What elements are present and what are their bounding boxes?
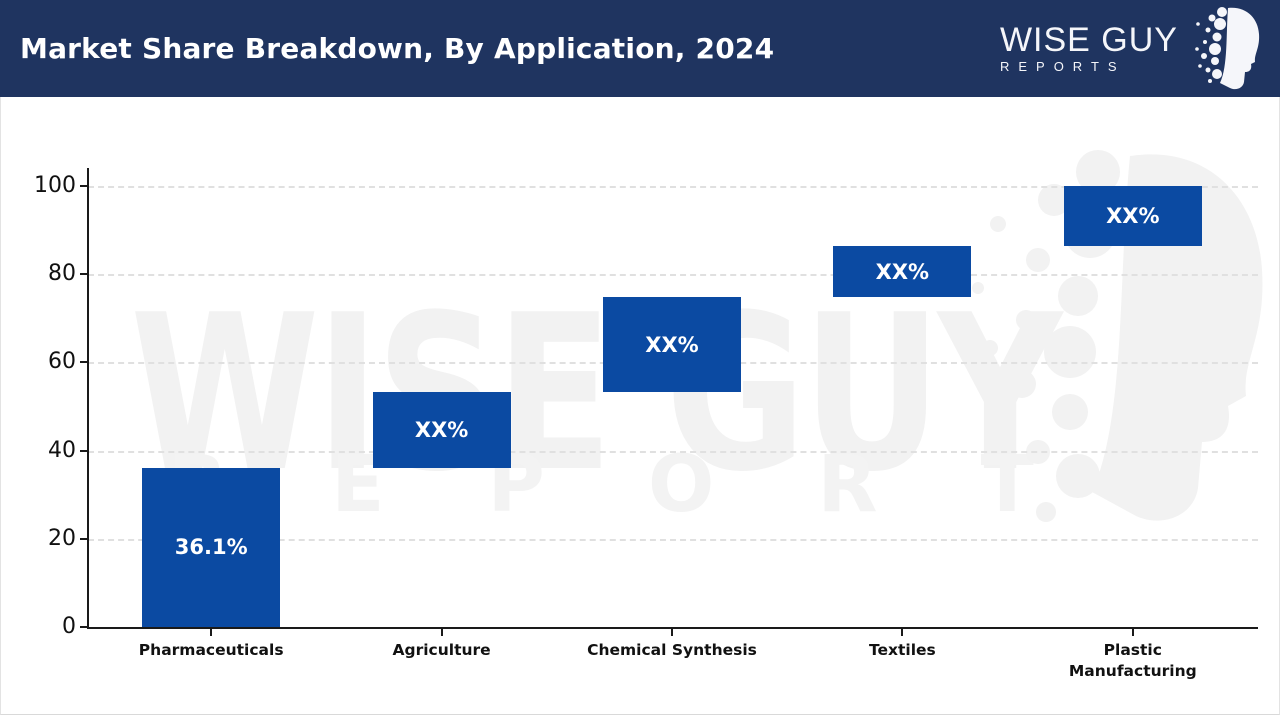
- x-tick-label-4: Plastic Manufacturing: [1068, 641, 1197, 680]
- x-axis-tick-labels: Pharmaceuticals Agriculture Chemical Synth…: [96, 640, 1248, 700]
- bar-chemical-synthesis: XX%: [603, 297, 741, 392]
- y-tick-label-40: 40: [48, 437, 76, 463]
- x-tick-mark-1: [440, 629, 443, 636]
- bar-pharmaceuticals: 36.1%: [142, 467, 281, 627]
- x-tick-mark-4: [1131, 629, 1134, 636]
- x-tick-label-1: Agriculture: [392, 641, 491, 659]
- gridline-80: [88, 274, 1258, 277]
- bar-value-label: XX%: [875, 259, 930, 284]
- y-tick-label-80: 80: [48, 261, 76, 287]
- y-tick-label-60: 60: [48, 349, 76, 375]
- y-tick-label-0: 0: [62, 614, 76, 639]
- gridline-100: [88, 186, 1258, 188]
- y-axis-line: [87, 168, 89, 629]
- logo-wordmark: WISE GUY: [999, 20, 1178, 59]
- y-tick-mark-0: [80, 626, 88, 628]
- x-tick-mark-0: [210, 629, 213, 636]
- y-tick-mark-80: [80, 273, 88, 276]
- bar-value-label: 36.1%: [174, 535, 248, 560]
- bar-value-label: XX%: [645, 332, 699, 357]
- logo-subtitle: REPORTS: [999, 58, 1126, 74]
- page-title: Market Share Breakdown, By Application, …: [20, 32, 775, 65]
- bar-value-label: XX%: [414, 417, 469, 442]
- wiseguy-logo: WISE GUY REPORTS: [1000, 4, 1262, 94]
- y-tick-label-20: 20: [48, 525, 76, 551]
- bar-plastic-manufacturing: XX%: [1063, 186, 1202, 246]
- x-tick-label-3: Textiles: [868, 641, 936, 659]
- x-tick-mark-2: [671, 629, 673, 636]
- x-tick-label-2: Chemical Synthesis: [587, 641, 757, 659]
- gridline-40: [88, 450, 1258, 453]
- y-axis-tick-labels: 0 20 40 60 80 100: [14, 175, 76, 638]
- x-axis-line: [87, 627, 1258, 629]
- gridline-20: [88, 538, 1258, 541]
- header-bar: Market Share Breakdown, By Application, …: [0, 0, 1280, 97]
- y-tick-mark-40: [80, 449, 88, 452]
- bar-textiles: XX%: [833, 246, 972, 298]
- y-tick-mark-100: [80, 185, 88, 187]
- bar-agriculture: XX%: [372, 391, 511, 468]
- bar-value-label: XX%: [1106, 204, 1160, 228]
- y-tick-mark-20: [80, 537, 88, 540]
- x-tick-label-0: Pharmaceuticals: [138, 641, 284, 659]
- x-tick-mark-3: [901, 629, 904, 636]
- wiseguy-logo-head-icon: [1184, 4, 1262, 94]
- wiseguy-logo-text: WISE GUY REPORTS: [1000, 23, 1178, 75]
- y-tick-label-100: 100: [34, 173, 76, 198]
- y-tick-mark-60: [80, 361, 88, 364]
- plot-area: 36.1% XX% XX% XX% XX%: [88, 186, 1258, 627]
